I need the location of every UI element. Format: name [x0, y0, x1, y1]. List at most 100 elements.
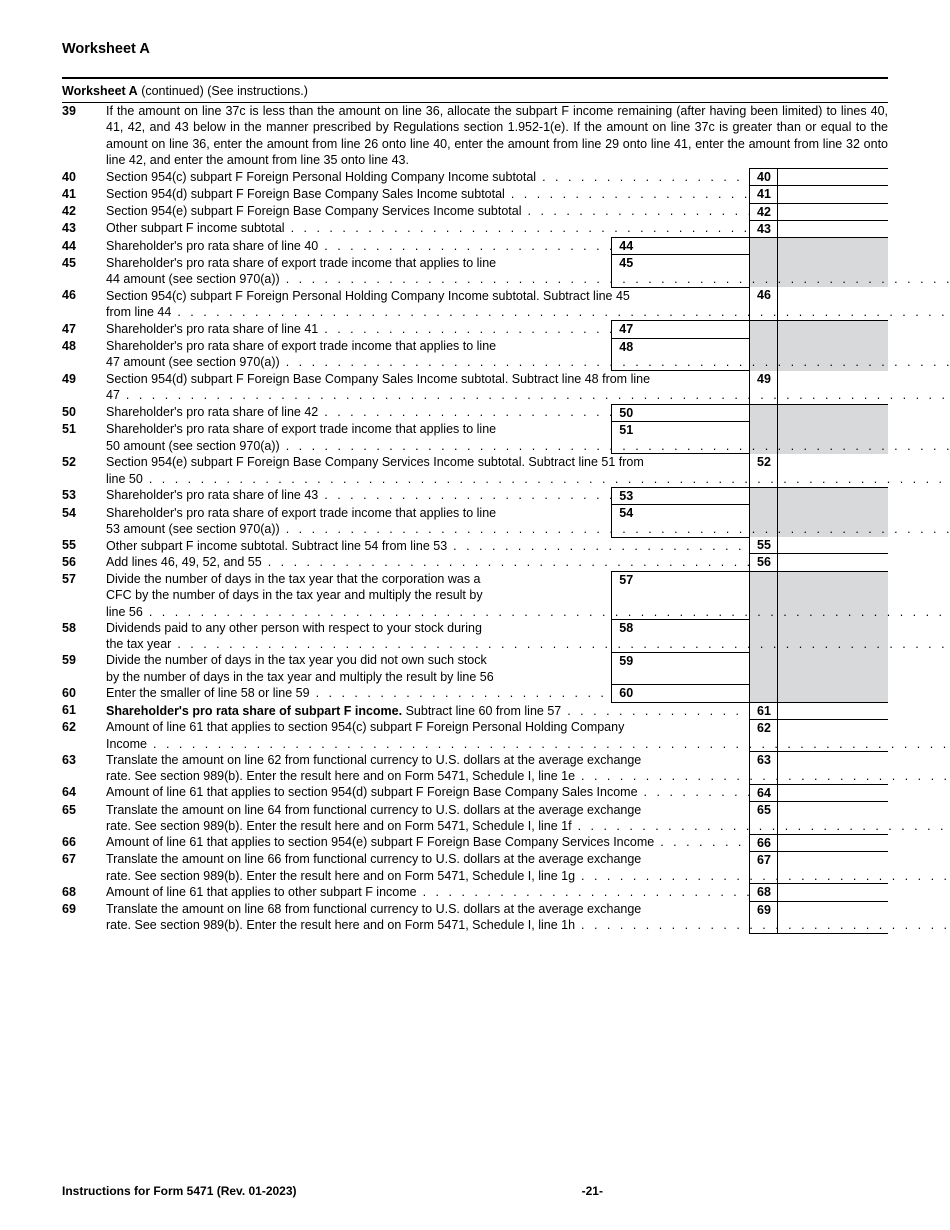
amount-field[interactable] — [778, 169, 888, 186]
desc-text: 44 amount (see section 970(a)) — [106, 272, 280, 286]
desc-text: from line 44 — [106, 305, 171, 319]
desc-text: Subtract line 60 from line 57 — [402, 704, 561, 718]
line-desc: Shareholder's pro rata share of line 41 — [106, 321, 612, 338]
desc-text: Other subpart F income subtotal — [106, 221, 285, 235]
line-num: 64 — [62, 784, 106, 801]
line-num: 54 — [62, 505, 106, 538]
line-num: 67 — [62, 851, 106, 884]
amount-field[interactable] — [778, 554, 888, 571]
row-52: 52 Section 954(e) subpart F Foreign Base… — [62, 454, 888, 488]
line-num: 65 — [62, 802, 106, 835]
amount-field[interactable] — [640, 404, 750, 421]
amount-field[interactable] — [640, 321, 750, 338]
desc-text: Amount of line 61 that applies to sectio… — [106, 835, 654, 849]
right-blank — [778, 238, 888, 255]
line-desc: Shareholder's pro rata share of line 42 — [106, 404, 612, 421]
subtitle-bold: Worksheet A — [62, 84, 138, 98]
amount-field[interactable] — [778, 186, 888, 203]
line-num: 69 — [62, 901, 106, 934]
amount-field[interactable] — [778, 834, 888, 851]
row-45: 45 Shareholder's pro rata share of expor… — [62, 255, 888, 288]
line-num: 58 — [62, 620, 106, 653]
line-desc: Shareholder's pro rata share of export t… — [106, 505, 612, 538]
line-desc: Translate the amount on line 62 from fun… — [106, 752, 750, 785]
desc-text: Dividends paid to any other person with … — [106, 620, 611, 636]
line-desc: Divide the number of days in the tax yea… — [106, 652, 612, 685]
right-blank — [750, 238, 778, 255]
row-46: 46 Section 954(c) subpart F Foreign Pers… — [62, 287, 888, 321]
row-60: 60 Enter the smaller of line 58 or line … — [62, 685, 888, 702]
right-num: 42 — [750, 203, 778, 220]
line-num: 44 — [62, 238, 106, 255]
line-num: 55 — [62, 537, 106, 554]
desc-text: 47 — [106, 388, 120, 402]
desc-text: Enter the smaller of line 58 or line 59 — [106, 686, 310, 700]
line-desc: Section 954(d) subpart F Foreign Base Co… — [106, 371, 750, 405]
line-desc: Translate the amount on line 64 from fun… — [106, 802, 750, 835]
line-num: 57 — [62, 571, 106, 620]
amount-field[interactable] — [640, 685, 750, 702]
right-blank — [778, 487, 888, 504]
right-blank — [778, 321, 888, 338]
desc-text: Divide the number of days in the tax yea… — [106, 571, 611, 587]
line-num: 51 — [62, 421, 106, 454]
row-55: 55 Other subpart F income subtotal. Subt… — [62, 537, 888, 554]
line-num: 61 — [62, 702, 106, 719]
row-63: 63 Translate the amount on line 62 from … — [62, 752, 888, 785]
line-num: 45 — [62, 255, 106, 288]
desc-text: 53 amount (see section 970(a)) — [106, 522, 280, 536]
line-num: 52 — [62, 454, 106, 488]
line-num: 41 — [62, 186, 106, 203]
right-num: 43 — [750, 220, 778, 237]
line-num: 53 — [62, 487, 106, 504]
mid-num: 50 — [612, 404, 640, 421]
row-65: 65 Translate the amount on line 64 from … — [62, 802, 888, 835]
desc-text: Section 954(c) subpart F Foreign Persona… — [106, 288, 749, 304]
line-desc: Amount of line 61 that applies to sectio… — [106, 834, 750, 851]
line-num: 50 — [62, 404, 106, 421]
desc-text: Translate the amount on line 68 from fun… — [106, 901, 749, 917]
line-desc: Section 954(d) subpart F Foreign Base Co… — [106, 186, 750, 203]
line-num: 46 — [62, 287, 106, 321]
amount-field[interactable] — [640, 652, 750, 685]
right-blank — [778, 652, 888, 685]
line-desc: Section 954(e) subpart F Foreign Base Co… — [106, 203, 750, 220]
right-blank — [778, 685, 888, 702]
row-51: 51 Shareholder's pro rata share of expor… — [62, 421, 888, 454]
amount-field[interactable] — [778, 203, 888, 220]
amount-field[interactable] — [778, 537, 888, 554]
line-num: 48 — [62, 338, 106, 371]
mid-num: 60 — [612, 685, 640, 702]
line-desc: Translate the amount on line 66 from fun… — [106, 851, 750, 884]
mid-num: 44 — [612, 238, 640, 255]
desc-text: Section 954(d) subpart F Foreign Base Co… — [106, 371, 749, 387]
right-num: 56 — [750, 554, 778, 571]
amount-field[interactable] — [778, 702, 888, 719]
mid-num: 53 — [612, 487, 640, 504]
subtitle-rest: (continued) (See instructions.) — [138, 84, 308, 98]
amount-field[interactable] — [640, 487, 750, 504]
right-num: 41 — [750, 186, 778, 203]
amount-field[interactable] — [778, 220, 888, 237]
line-desc: Section 954(e) subpart F Foreign Base Co… — [106, 454, 750, 488]
desc-text: Section 954(d) subpart F Foreign Base Co… — [106, 187, 505, 201]
row-43: 43 Other subpart F income subtotal 43 — [62, 220, 888, 237]
row-68: 68 Amount of line 61 that applies to oth… — [62, 884, 888, 901]
line-desc: Section 954(c) subpart F Foreign Persona… — [106, 287, 750, 321]
footer-left: Instructions for Form 5471 (Rev. 01-2023… — [62, 1184, 297, 1200]
amount-field[interactable] — [640, 238, 750, 255]
line-desc: Shareholder's pro rata share of line 43 — [106, 487, 612, 504]
worksheet-table: 39 If the amount on line 37c is less tha… — [62, 103, 888, 934]
right-num: 61 — [750, 702, 778, 719]
desc-text: Translate the amount on line 64 from fun… — [106, 802, 749, 818]
line-desc: Dividends paid to any other person with … — [106, 620, 612, 653]
amount-field[interactable] — [778, 784, 888, 801]
line-num: 68 — [62, 884, 106, 901]
line-num: 56 — [62, 554, 106, 571]
row-61: 61 Shareholder's pro rata share of subpa… — [62, 702, 888, 719]
row-66: 66 Amount of line 61 that applies to sec… — [62, 834, 888, 851]
amount-field[interactable] — [778, 884, 888, 901]
row-59: 59 Divide the number of days in the tax … — [62, 652, 888, 685]
line-num: 43 — [62, 220, 106, 237]
desc-text: Section 954(e) subpart F Foreign Base Co… — [106, 454, 749, 470]
